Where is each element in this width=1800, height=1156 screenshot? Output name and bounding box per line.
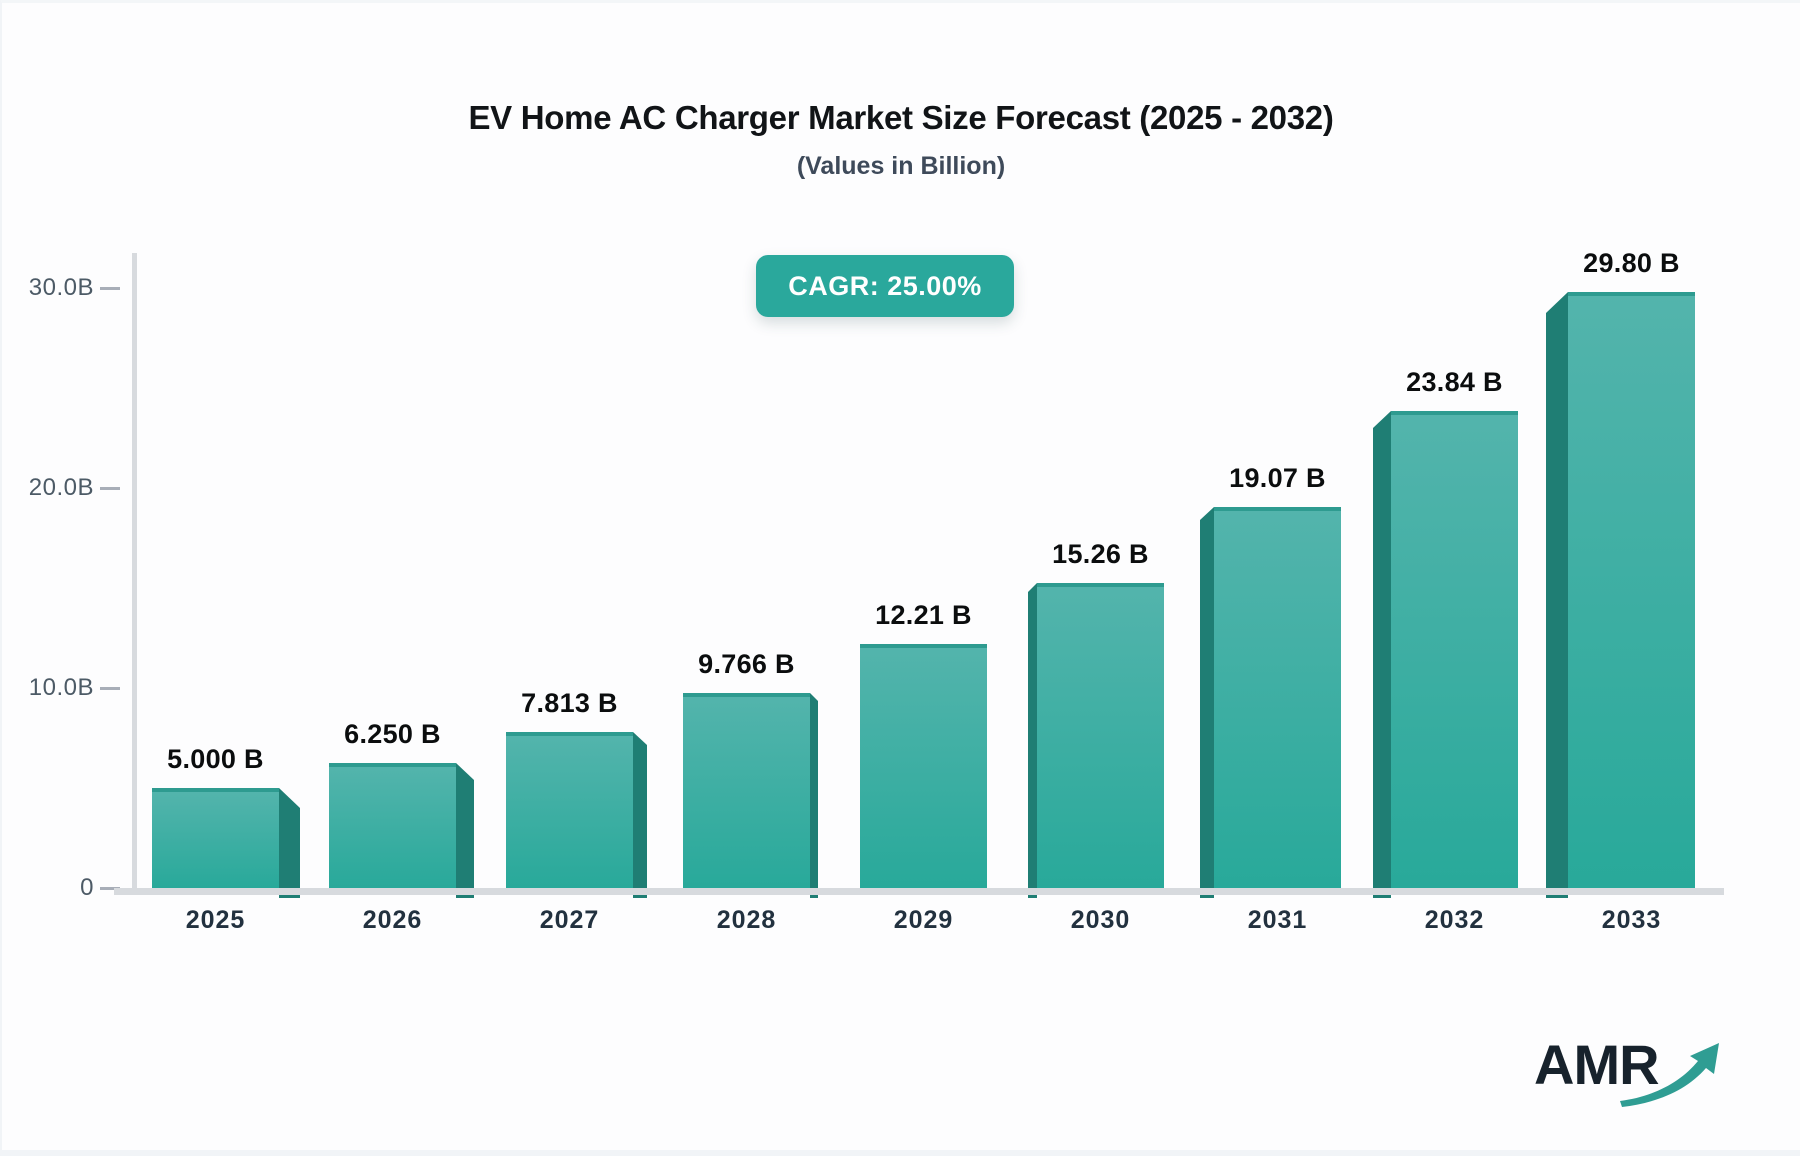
y-tick-label-0: 0 <box>80 874 94 901</box>
bar-value-label-2026: 6.250 B <box>344 719 441 749</box>
bar-value-label-2030: 15.26 B <box>1052 539 1149 569</box>
amr-logo: AMR <box>1534 1035 1724 1115</box>
bar-value-label-2032: 23.84 B <box>1406 367 1503 397</box>
chart-subtitle: (Values in Billion) <box>796 152 1006 180</box>
bar-value-label-2029: 12.21 B <box>875 600 972 630</box>
bar-face-2028 <box>683 693 810 889</box>
bar-face-2029 <box>860 644 987 889</box>
x-tick-label-2032: 2032 <box>1424 906 1485 934</box>
bar-value-label-2031: 19.07 B <box>1229 463 1326 493</box>
bar-value-label-2025: 5.000 B <box>167 744 264 774</box>
x-tick-label-2026: 2026 <box>362 906 423 934</box>
x-tick-label-2025: 2025 <box>185 906 246 934</box>
bar-side-3d-2031 <box>1200 507 1214 898</box>
chart-title: EV Home AC Charger Market Size Forecast … <box>468 99 1334 136</box>
amr-logo-text: AMR <box>1534 1033 1660 1096</box>
x-tick-label-2029: 2029 <box>893 906 954 934</box>
y-tick-label-10.0B: 10.0B <box>28 674 94 701</box>
bar-value-label-2027: 7.813 B <box>521 688 618 718</box>
bar-side-3d-2026 <box>456 763 474 898</box>
x-tick-label-2030: 2030 <box>1070 906 1131 934</box>
bar-face-2032 <box>1391 411 1518 889</box>
bar-face-2033 <box>1568 292 1695 889</box>
growth-arrow-icon <box>1620 1043 1719 1107</box>
y-axis-line <box>132 253 137 895</box>
x-tick-label-2028: 2028 <box>716 906 777 934</box>
x-tick-label-2033: 2033 <box>1601 906 1662 934</box>
bar-face-2031 <box>1214 507 1341 889</box>
x-tick-label-2027: 2027 <box>539 906 600 934</box>
bar-face-2025 <box>152 788 279 889</box>
x-tick-label-2031: 2031 <box>1247 906 1308 934</box>
x-axis-line <box>114 888 1724 895</box>
bar-face-2026 <box>329 763 456 889</box>
bar-side-3d-2032 <box>1373 411 1391 898</box>
bar-side-3d-2027 <box>633 732 647 898</box>
bar-side-3d-2028 <box>810 693 818 898</box>
bar-face-2027 <box>506 732 633 889</box>
bar-side-3d-2025 <box>279 788 300 898</box>
y-tick-mark <box>100 887 120 890</box>
bar-value-label-2028: 9.766 B <box>698 649 795 679</box>
bar-value-label-2033: 29.80 B <box>1583 248 1680 278</box>
y-tick-label-20.0B: 20.0B <box>28 474 94 501</box>
bar-face-2030 <box>1037 583 1164 889</box>
y-tick-mark <box>100 687 120 690</box>
bar-side-3d-2030 <box>1028 583 1037 898</box>
y-tick-label-30.0B: 30.0B <box>28 274 94 301</box>
y-tick-mark <box>100 287 120 290</box>
cagr-badge: CAGR: 25.00% <box>756 255 1014 317</box>
cagr-badge-label: CAGR: 25.00% <box>788 270 982 301</box>
bar-side-3d-2033 <box>1546 292 1568 898</box>
y-tick-mark <box>100 487 120 490</box>
